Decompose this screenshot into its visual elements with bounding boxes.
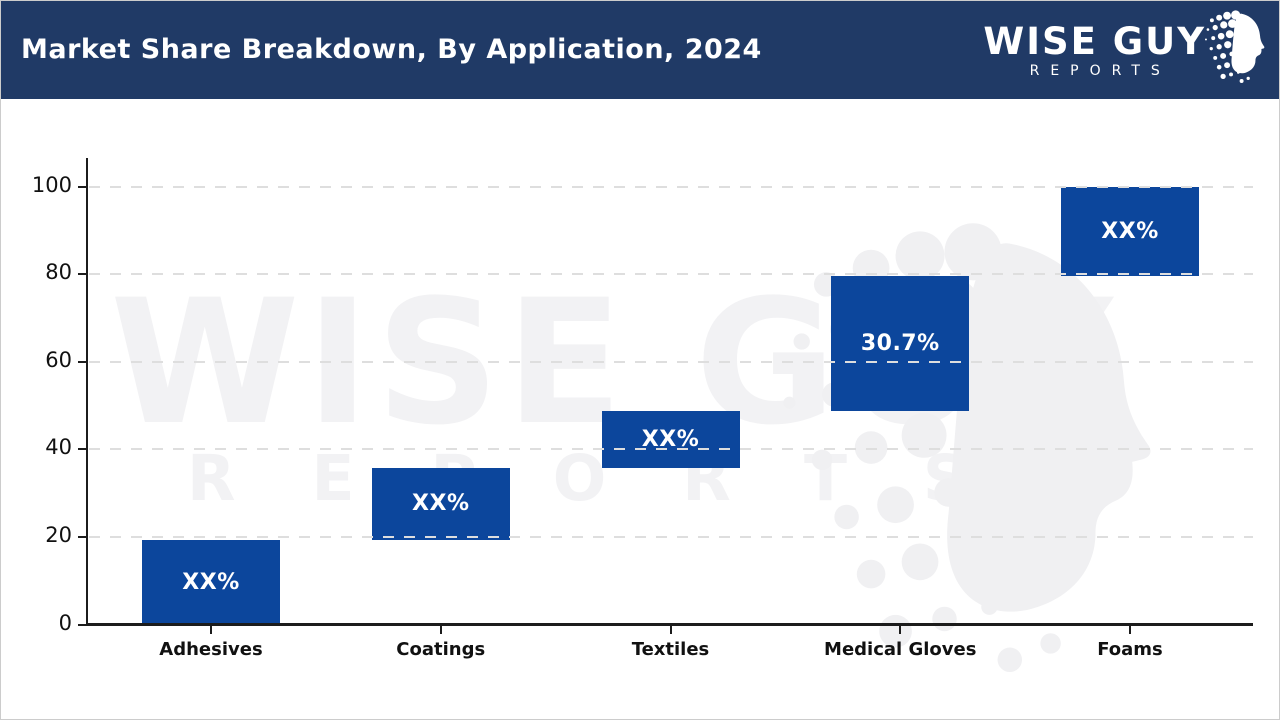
y-axis-line — [86, 158, 88, 625]
x-axis-label-foams: Foams — [1097, 639, 1163, 660]
x-axis-line — [86, 623, 1253, 626]
y-tick-label-0: 0 — [58, 610, 72, 635]
y-tick — [78, 185, 86, 188]
x-tick — [439, 626, 442, 634]
bar-medical-gloves: 30.7% — [831, 276, 970, 411]
page-title: Market Share Breakdown, By Application, … — [21, 34, 762, 65]
watermark-reports-text: REPORTS — [187, 442, 1045, 515]
bar-value-label: XX% — [182, 569, 240, 595]
gridline-60 — [89, 360, 1253, 363]
y-tick — [78, 623, 86, 626]
y-tick — [78, 273, 86, 276]
x-tick — [899, 626, 902, 634]
x-tick — [669, 626, 672, 634]
x-tick — [1129, 626, 1131, 634]
y-tick-label-60: 60 — [45, 347, 72, 372]
y-tick — [78, 360, 86, 363]
y-tick-label-100: 100 — [31, 172, 72, 197]
bar-coatings: XX% — [371, 467, 510, 540]
x-axis-label-adhesives: Adhesives — [159, 639, 263, 660]
x-axis-label-coatings: Coatings — [396, 639, 486, 660]
logo-text: WISE GUY REPORTS — [983, 23, 1206, 78]
wiseguy-logo: WISE GUY REPORTS — [983, 4, 1268, 96]
bar-foams: XX% — [1061, 186, 1199, 277]
x-axis-label-textiles: Textiles — [631, 639, 710, 660]
gridline-100 — [89, 185, 1253, 188]
bar-value-label: XX% — [641, 426, 700, 452]
y-tick-label-40: 40 — [45, 435, 72, 460]
bar-adhesives: XX% — [142, 539, 280, 625]
logo-subtitle: REPORTS — [1029, 62, 1171, 79]
bar-value-label: XX% — [412, 491, 470, 517]
x-axis-label-medical-gloves: Medical Gloves — [824, 639, 977, 660]
logo-wordmark: WISE GUY — [983, 19, 1206, 63]
bar-value-label: 30.7% — [860, 331, 940, 356]
header-bar: Market Share Breakdown, By Application, … — [0, 0, 1280, 99]
bar-value-label: XX% — [1101, 218, 1159, 244]
gridline-80 — [89, 273, 1253, 276]
y-tick — [78, 535, 86, 538]
y-tick-label-20: 20 — [45, 522, 72, 547]
y-tick — [78, 448, 86, 451]
x-tick — [210, 626, 212, 634]
wiseguy-face-logo-icon — [1204, 10, 1265, 83]
y-tick-label-80: 80 — [45, 260, 72, 285]
gridline-20 — [89, 535, 1253, 538]
gridline-40 — [89, 448, 1253, 451]
bar-textiles: XX% — [601, 410, 740, 468]
